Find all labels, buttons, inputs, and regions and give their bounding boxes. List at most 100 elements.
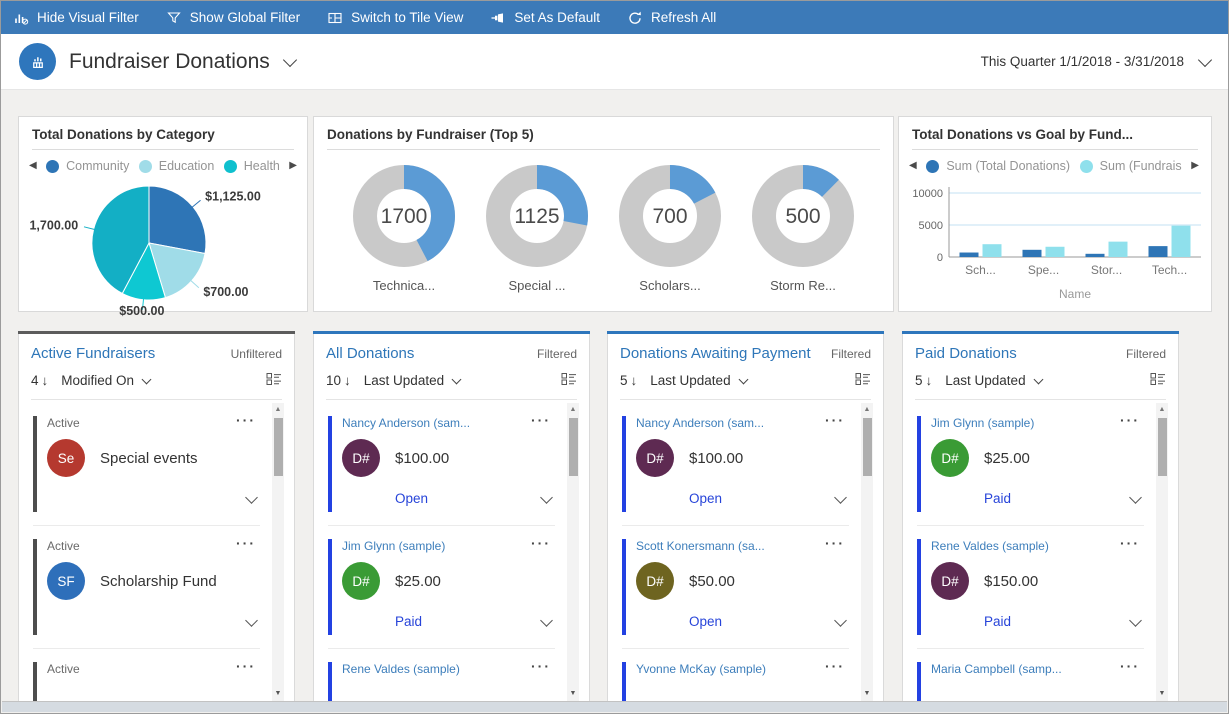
record-link[interactable]: Jim Glynn (sample) bbox=[931, 416, 1035, 430]
hide-visual-filter-button[interactable]: Hide Visual Filter bbox=[13, 10, 139, 26]
scroll-down-icon[interactable]: ▼ bbox=[569, 690, 577, 697]
list-item[interactable]: Yvonne McKay (sample) ··· bbox=[622, 649, 849, 713]
bar-fundraising-goal[interactable] bbox=[1171, 225, 1191, 257]
scroll-up-icon[interactable]: ▲ bbox=[569, 406, 577, 413]
expand-chevron-icon[interactable] bbox=[540, 614, 553, 627]
refresh-all-button[interactable]: Refresh All bbox=[627, 10, 716, 26]
more-options-icon[interactable]: ··· bbox=[236, 412, 256, 428]
scrollbar[interactable]: ▲ ▼ bbox=[272, 403, 284, 701]
stream-title[interactable]: Paid Donations bbox=[915, 345, 1017, 362]
bar-total-donations[interactable] bbox=[1148, 246, 1168, 257]
donut-chart[interactable]: 700 Scholars... bbox=[610, 164, 730, 293]
record-link[interactable]: Yvonne McKay (sample) bbox=[636, 662, 767, 676]
sort-chevron-icon[interactable] bbox=[451, 374, 462, 384]
list-item[interactable]: Jim Glynn (sample) ··· D# $25.00 Paid bbox=[917, 403, 1144, 526]
record-link[interactable]: Jim Glynn (sample) bbox=[342, 539, 446, 553]
scroll-thumb[interactable] bbox=[568, 418, 578, 476]
bar-fundraising-goal[interactable] bbox=[982, 244, 1002, 257]
list-item[interactable]: Active ··· Se Special events bbox=[33, 403, 260, 526]
scroll-down-icon[interactable]: ▼ bbox=[863, 690, 871, 697]
record-link[interactable]: Rene Valdes (sample) bbox=[342, 662, 460, 676]
more-options-icon[interactable]: ··· bbox=[1120, 535, 1140, 551]
sort-control[interactable]: 10 ↓ Last Updated bbox=[326, 373, 462, 388]
bar-chart[interactable]: 10000 5000 0 Sch... Spe... Stor... Tech... Name bbox=[905, 177, 1207, 305]
more-options-icon[interactable]: ··· bbox=[825, 658, 845, 674]
sort-chevron-icon[interactable] bbox=[738, 374, 749, 384]
list-item[interactable]: Active ··· SF Scholarship Fund bbox=[33, 526, 260, 649]
more-options-icon[interactable]: ··· bbox=[236, 535, 256, 551]
list-item[interactable]: Maria Campbell (samp... ··· bbox=[917, 649, 1144, 713]
sort-chevron-icon[interactable] bbox=[141, 374, 152, 384]
sort-direction-icon[interactable]: ↓ bbox=[630, 373, 638, 388]
scroll-down-icon[interactable]: ▼ bbox=[274, 690, 282, 697]
legend-item-total-donations[interactable]: Sum (Total Donations) bbox=[926, 159, 1070, 173]
bar-total-donations[interactable] bbox=[1085, 253, 1105, 257]
list-item[interactable]: Scott Konersmann (sa... ··· D# $50.00 Op… bbox=[622, 526, 849, 649]
more-options-icon[interactable]: ··· bbox=[531, 658, 551, 674]
horizontal-scrollbar[interactable] bbox=[2, 701, 1227, 712]
scrollbar[interactable]: ▲ ▼ bbox=[567, 403, 579, 701]
record-link[interactable]: Nancy Anderson (sam... bbox=[636, 416, 765, 430]
list-item[interactable]: Jim Glynn (sample) ··· D# $25.00 Paid bbox=[328, 526, 555, 649]
legend-item-fundraising-goal[interactable]: Sum (Fundrais bbox=[1079, 159, 1182, 173]
switch-to-tile-view-button[interactable]: Switch to Tile View bbox=[327, 10, 463, 26]
sort-direction-icon[interactable]: ↓ bbox=[41, 373, 49, 388]
scroll-thumb[interactable] bbox=[1157, 418, 1167, 476]
sort-control[interactable]: 5 ↓ Last Updated bbox=[620, 373, 749, 388]
bar-total-donations[interactable] bbox=[1022, 249, 1042, 257]
pie-chart[interactable]: $1,125.00 $700.00 $500.00 1,700.00 bbox=[19, 173, 307, 319]
card-layout-icon[interactable] bbox=[1150, 372, 1166, 389]
list-item[interactable]: Rene Valdes (sample) ··· D# $150.00 Paid bbox=[917, 526, 1144, 649]
pie-slice[interactable] bbox=[148, 185, 207, 255]
legend-item-community[interactable]: Community bbox=[46, 159, 129, 173]
scrollbar[interactable]: ▲ ▼ bbox=[861, 403, 873, 701]
scrollbar[interactable]: ▲ ▼ bbox=[1156, 403, 1168, 701]
stream-title[interactable]: Donations Awaiting Payment bbox=[620, 345, 811, 362]
record-link[interactable]: Rene Valdes (sample) bbox=[931, 539, 1049, 553]
sort-direction-icon[interactable]: ↓ bbox=[925, 373, 933, 388]
legend-next-icon[interactable]: ▶ bbox=[289, 160, 297, 171]
legend-next-icon[interactable]: ▶ bbox=[1191, 160, 1199, 171]
sort-control[interactable]: 5 ↓ Last Updated bbox=[915, 373, 1044, 388]
sort-chevron-icon[interactable] bbox=[1033, 374, 1044, 384]
set-as-default-button[interactable]: Set As Default bbox=[490, 10, 600, 26]
expand-chevron-icon[interactable] bbox=[834, 491, 847, 504]
legend-prev-icon[interactable]: ◀ bbox=[29, 160, 37, 171]
bar-total-donations[interactable] bbox=[959, 252, 979, 257]
list-item[interactable]: Nancy Anderson (sam... ··· D# $100.00 Op… bbox=[328, 403, 555, 526]
legend-item-health[interactable]: Health bbox=[223, 159, 280, 173]
more-options-icon[interactable]: ··· bbox=[1120, 412, 1140, 428]
card-layout-icon[interactable] bbox=[855, 372, 871, 389]
more-options-icon[interactable]: ··· bbox=[531, 412, 551, 428]
list-item[interactable]: Rene Valdes (sample) ··· bbox=[328, 649, 555, 713]
scroll-thumb[interactable] bbox=[862, 418, 872, 476]
list-item[interactable]: Active ··· bbox=[33, 649, 260, 713]
donut-chart[interactable]: 1700 Technica... bbox=[344, 164, 464, 293]
record-link[interactable]: Scott Konersmann (sa... bbox=[636, 539, 765, 553]
record-link[interactable]: Nancy Anderson (sam... bbox=[342, 416, 471, 430]
scroll-up-icon[interactable]: ▲ bbox=[274, 406, 282, 413]
scroll-up-icon[interactable]: ▲ bbox=[1158, 406, 1166, 413]
expand-chevron-icon[interactable] bbox=[245, 614, 258, 627]
more-options-icon[interactable]: ··· bbox=[531, 535, 551, 551]
card-layout-icon[interactable] bbox=[561, 372, 577, 389]
stream-title[interactable]: Active Fundraisers bbox=[31, 345, 156, 362]
expand-chevron-icon[interactable] bbox=[1129, 614, 1142, 627]
more-options-icon[interactable]: ··· bbox=[1120, 658, 1140, 674]
more-options-icon[interactable]: ··· bbox=[236, 658, 256, 674]
bar-fundraising-goal[interactable] bbox=[1045, 246, 1065, 257]
expand-chevron-icon[interactable] bbox=[1129, 491, 1142, 504]
show-global-filter-button[interactable]: Show Global Filter bbox=[166, 10, 300, 26]
scroll-down-icon[interactable]: ▼ bbox=[1158, 690, 1166, 697]
sort-direction-icon[interactable]: ↓ bbox=[344, 373, 351, 388]
donut-chart[interactable]: 1125 Special ... bbox=[477, 164, 597, 293]
more-options-icon[interactable]: ··· bbox=[825, 535, 845, 551]
expand-chevron-icon[interactable] bbox=[245, 491, 258, 504]
card-layout-icon[interactable] bbox=[266, 372, 282, 389]
list-item[interactable]: Nancy Anderson (sam... ··· D# $100.00 Op… bbox=[622, 403, 849, 526]
donut-chart[interactable]: 500 Storm Re... bbox=[743, 164, 863, 293]
expand-chevron-icon[interactable] bbox=[834, 614, 847, 627]
stream-title[interactable]: All Donations bbox=[326, 345, 415, 362]
date-range-selector[interactable]: This Quarter 1/1/2018 - 3/31/2018 bbox=[981, 52, 1213, 69]
legend-prev-icon[interactable]: ◀ bbox=[909, 160, 917, 171]
